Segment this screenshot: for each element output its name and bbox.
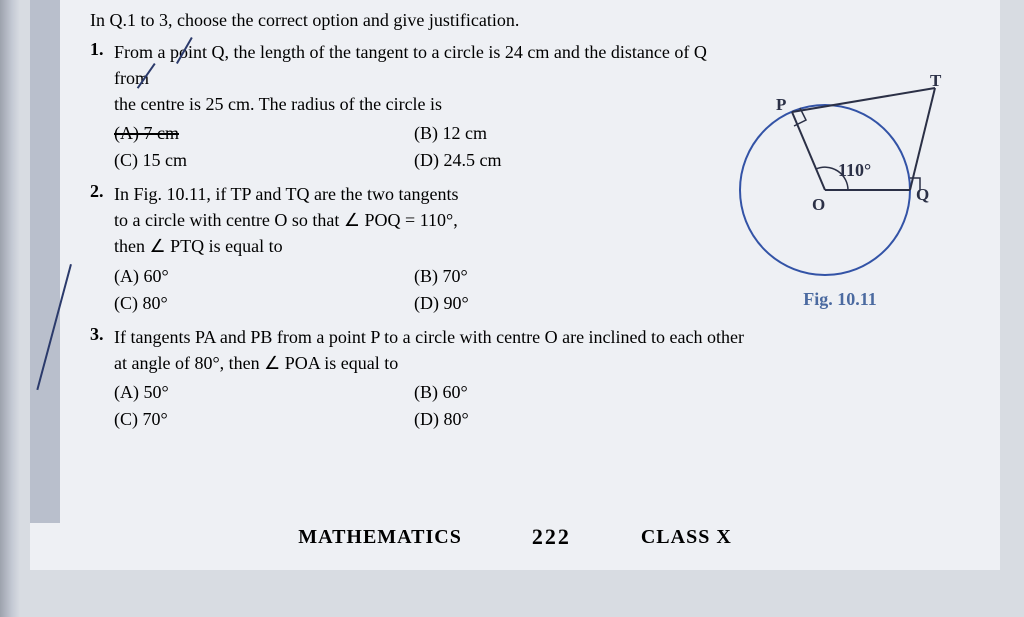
q3-number: 3. (90, 324, 104, 345)
q2-opt-a: (A) 60° (114, 266, 374, 287)
instruction-text: In Q.1 to 3, choose the correct option a… (90, 10, 730, 31)
label-p: P (776, 95, 786, 114)
footer-subject: MATHEMATICS (298, 526, 462, 549)
question-1: 1. From a point Q, the length of the tan… (90, 39, 730, 117)
tangent-pt (792, 88, 935, 112)
q1-opt-b: (B) 12 cm (414, 123, 674, 144)
q2-line1: In Fig. 10.11, if TP and TQ are the two … (114, 181, 730, 207)
q2-opt-b: (B) 70° (414, 266, 674, 287)
q3-opt-a: (A) 50° (114, 382, 374, 403)
tangent-qt (910, 88, 935, 190)
q3-opt-b: (B) 60° (414, 382, 674, 403)
label-q: Q (916, 185, 929, 204)
circle-tangent-diagram: P Q T O 110° (720, 70, 960, 280)
q3-opt-d: (D) 80° (414, 409, 674, 430)
q3-line1: If tangents PA and PB from a point P to … (114, 324, 970, 350)
q1-line1: From a point Q, the length of the tangen… (114, 39, 730, 91)
content-column: In Q.1 to 3, choose the correct option a… (90, 10, 730, 430)
left-stripe (30, 0, 60, 523)
question-2: 2. In Fig. 10.11, if TP and TQ are the t… (90, 181, 730, 259)
q1-number: 1. (90, 39, 104, 60)
label-o: O (812, 195, 825, 214)
footer-class: CLASS X (641, 526, 732, 549)
q3-line2: at angle of 80°, then ∠ POA is equal to (114, 350, 970, 376)
q1-opt-a: (A) 7 cm (114, 123, 374, 144)
q1-opt-d: (D) 24.5 cm (414, 150, 674, 171)
page: In Q.1 to 3, choose the correct option a… (30, 0, 1000, 570)
figure-caption: Fig. 10.11 (720, 289, 960, 310)
footer-page-number: 222 (532, 524, 571, 550)
q1-opt-c: (C) 15 cm (114, 150, 374, 171)
q2-line3: then ∠ PTQ is equal to (114, 233, 730, 259)
q3-opt-c: (C) 70° (114, 409, 374, 430)
q1-options: (A) 7 cm (B) 12 cm (C) 15 cm (D) 24.5 cm (114, 123, 730, 171)
binding-edge (0, 0, 20, 617)
page-footer: MATHEMATICS 222 CLASS X (30, 524, 1000, 550)
question-3: 3. If tangents PA and PB from a point P … (90, 324, 970, 376)
q2-line2: to a circle with centre O so that ∠ POQ … (114, 207, 730, 233)
q2-options: (A) 60° (B) 70° (C) 80° (D) 90° (114, 266, 730, 314)
q3-options: (A) 50° (B) 60° (C) 70° (D) 80° (114, 382, 730, 430)
angle-label: 110° (838, 160, 871, 180)
q2-opt-c: (C) 80° (114, 293, 374, 314)
q2-opt-d: (D) 90° (414, 293, 674, 314)
label-t: T (930, 71, 942, 90)
q1-line2: the centre is 25 cm. The radius of the c… (114, 91, 730, 117)
figure-10-11: P Q T O 110° Fig. 10.11 (720, 70, 960, 300)
q2-number: 2. (90, 181, 104, 202)
